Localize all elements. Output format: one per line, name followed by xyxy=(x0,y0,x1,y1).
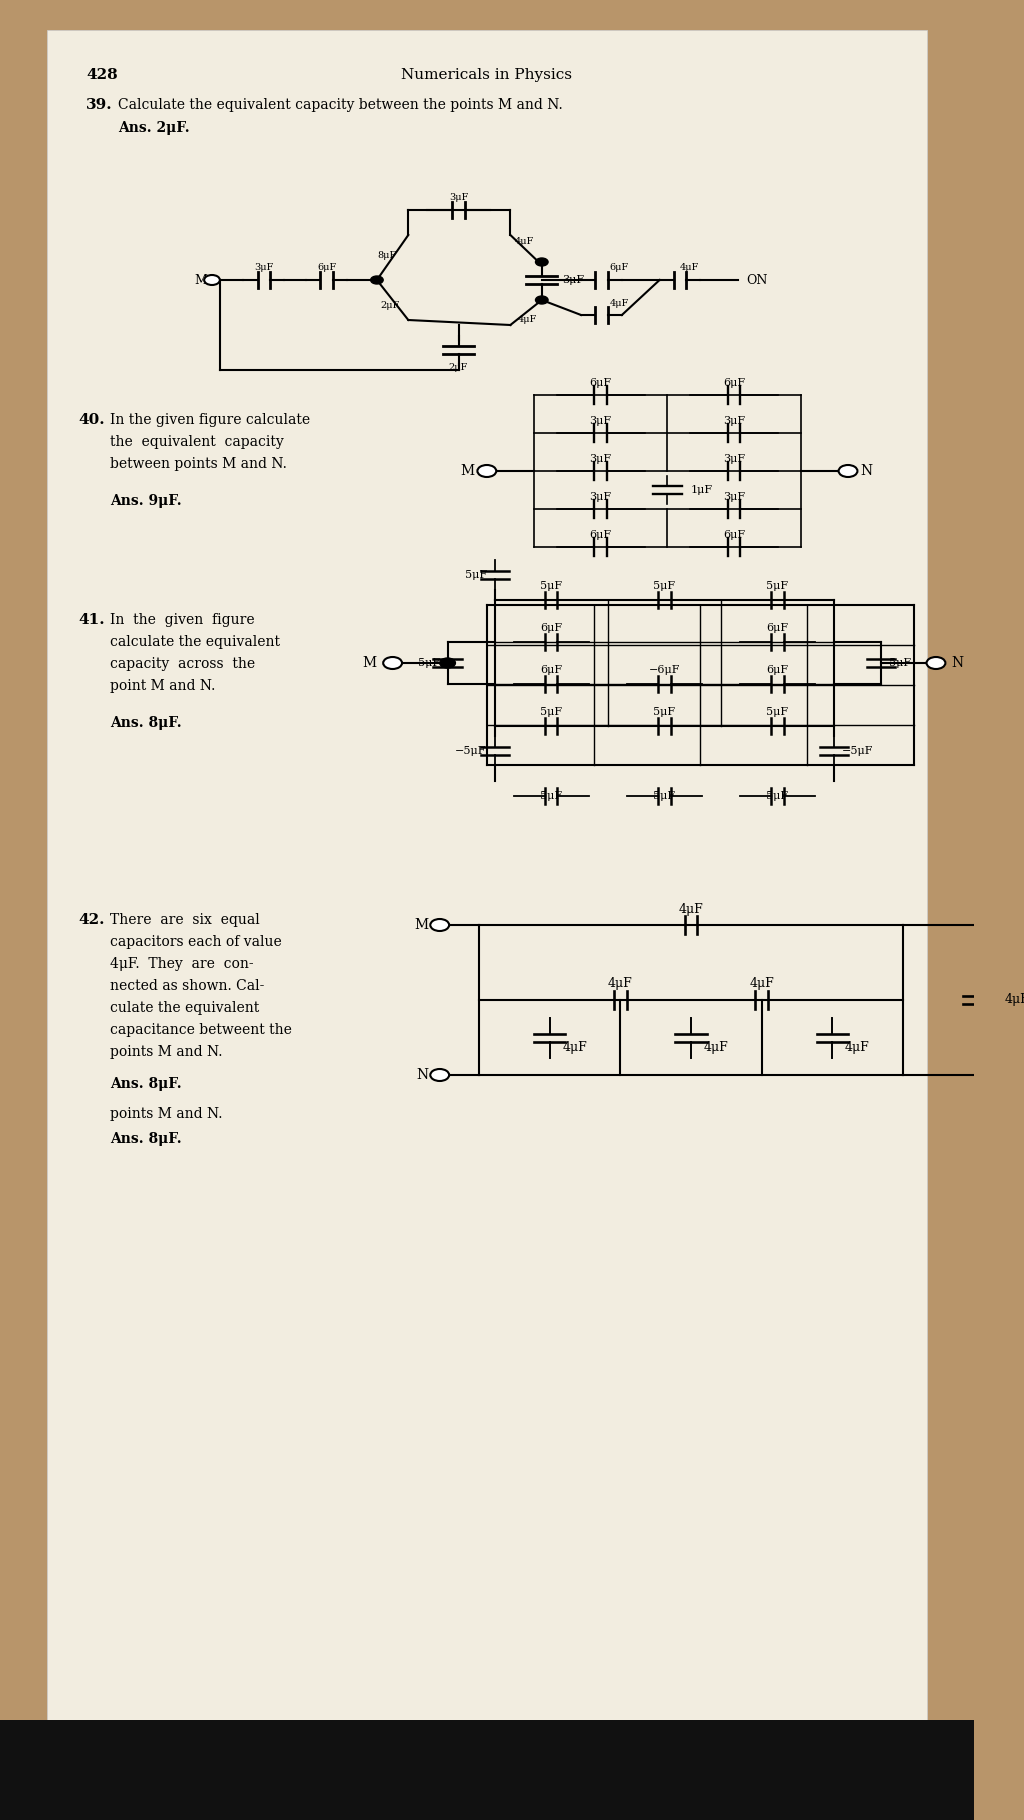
Text: 4μF: 4μF xyxy=(562,1041,587,1054)
Text: 4μF.  They  are  con-: 4μF. They are con- xyxy=(110,957,254,972)
Text: 6μF: 6μF xyxy=(609,264,629,273)
Text: Ans. 2μF.: Ans. 2μF. xyxy=(118,120,189,135)
Text: the  equivalent  capacity: the equivalent capacity xyxy=(110,435,284,450)
Circle shape xyxy=(430,919,450,932)
Text: point M and N.: point M and N. xyxy=(110,679,215,693)
Text: 5μF: 5μF xyxy=(889,659,911,668)
Text: nected as shown. Cal-: nected as shown. Cal- xyxy=(110,979,264,994)
Text: points M and N.: points M and N. xyxy=(110,1045,222,1059)
Text: Numericals in Physics: Numericals in Physics xyxy=(401,67,572,82)
Text: M: M xyxy=(415,917,429,932)
Text: 5μF: 5μF xyxy=(540,792,562,801)
Text: 5μF: 5μF xyxy=(766,792,788,801)
Text: points M and N.: points M and N. xyxy=(110,1107,222,1121)
Text: 6μF: 6μF xyxy=(540,622,562,633)
Text: 42.: 42. xyxy=(79,914,105,926)
Circle shape xyxy=(477,464,497,477)
Text: −5μF: −5μF xyxy=(842,746,873,755)
Text: 3μF: 3μF xyxy=(590,491,611,502)
Text: 4μF: 4μF xyxy=(750,977,774,990)
Text: 2μF: 2μF xyxy=(449,364,468,373)
Text: 3μF: 3μF xyxy=(723,417,745,426)
Text: 41.: 41. xyxy=(79,613,105,628)
Text: 3μF: 3μF xyxy=(254,264,273,273)
Text: 6μF: 6μF xyxy=(723,530,745,541)
Text: N: N xyxy=(860,464,872,479)
Text: 4μF: 4μF xyxy=(608,977,633,990)
Text: 3μF: 3μF xyxy=(562,275,585,286)
Text: culate the equivalent: culate the equivalent xyxy=(110,1001,259,1016)
Text: 5μF: 5μF xyxy=(540,581,562,592)
Text: 5μF: 5μF xyxy=(766,581,788,592)
Text: 5μF: 5μF xyxy=(465,570,486,581)
Text: In the given figure calculate: In the given figure calculate xyxy=(110,413,310,428)
Text: Calculate the equivalent capacity between the points M and N.: Calculate the equivalent capacity betwee… xyxy=(118,98,562,113)
Text: 6μF: 6μF xyxy=(540,664,562,675)
Text: Ans. 8μF.: Ans. 8μF. xyxy=(110,1077,181,1090)
Text: 4μF: 4μF xyxy=(845,1041,869,1054)
Text: M: M xyxy=(195,273,207,286)
Text: 5μF: 5μF xyxy=(418,659,439,668)
Text: 4μF: 4μF xyxy=(703,1041,728,1054)
Text: 5μF: 5μF xyxy=(653,706,676,717)
Circle shape xyxy=(430,1068,450,1081)
Text: 5μF: 5μF xyxy=(653,581,676,592)
Text: There  are  six  equal: There are six equal xyxy=(110,914,260,926)
Text: 3μF: 3μF xyxy=(723,453,745,464)
Text: 40.: 40. xyxy=(79,413,105,428)
Text: 4μF: 4μF xyxy=(679,903,703,915)
Text: In  the  given  figure: In the given figure xyxy=(110,613,255,628)
Text: 6μF: 6μF xyxy=(766,622,788,633)
Text: ON: ON xyxy=(745,273,767,286)
Text: 5μF: 5μF xyxy=(766,706,788,717)
Text: 39.: 39. xyxy=(86,98,113,113)
Text: capacitance betweent the: capacitance betweent the xyxy=(110,1023,292,1037)
Text: 5μF: 5μF xyxy=(653,792,676,801)
Text: 5μF: 5μF xyxy=(540,706,562,717)
Text: 4μF: 4μF xyxy=(515,237,535,246)
Text: −5μF: −5μF xyxy=(456,746,486,755)
Text: −6μF: −6μF xyxy=(648,664,680,675)
Circle shape xyxy=(536,258,548,266)
Text: capacitors each of value: capacitors each of value xyxy=(110,935,282,948)
Text: capacity  across  the: capacity across the xyxy=(110,657,255,672)
Text: 6μF: 6μF xyxy=(590,530,611,541)
Text: 6μF: 6μF xyxy=(317,264,336,273)
Text: M: M xyxy=(460,464,474,479)
Circle shape xyxy=(439,659,456,668)
Text: 4μF: 4μF xyxy=(518,315,538,324)
Text: Ans. 8μF.: Ans. 8μF. xyxy=(110,1132,181,1147)
Text: N: N xyxy=(417,1068,429,1083)
Text: 3μF: 3μF xyxy=(723,491,745,502)
Text: between points M and N.: between points M and N. xyxy=(110,457,287,471)
Circle shape xyxy=(839,464,857,477)
Text: 1μF: 1μF xyxy=(691,484,713,495)
Text: 2μF: 2μF xyxy=(380,300,399,309)
Text: Ans. 8μF.: Ans. 8μF. xyxy=(110,715,181,730)
Text: 6μF: 6μF xyxy=(590,379,611,388)
Text: 4μF: 4μF xyxy=(680,264,699,273)
Text: calculate the equivalent: calculate the equivalent xyxy=(110,635,280,650)
Text: 6μF: 6μF xyxy=(723,379,745,388)
Text: 4μF: 4μF xyxy=(609,298,629,308)
FancyBboxPatch shape xyxy=(47,29,927,1791)
Circle shape xyxy=(204,275,220,286)
Circle shape xyxy=(927,657,945,670)
Text: 3μF: 3μF xyxy=(449,193,468,202)
Text: 3μF: 3μF xyxy=(590,453,611,464)
Text: N: N xyxy=(951,655,964,670)
Text: 3μF: 3μF xyxy=(590,417,611,426)
Circle shape xyxy=(383,657,402,670)
Text: 8μF: 8μF xyxy=(377,251,396,260)
FancyBboxPatch shape xyxy=(0,1720,974,1820)
Circle shape xyxy=(536,297,548,304)
Text: 428: 428 xyxy=(86,67,118,82)
Text: M: M xyxy=(362,655,377,670)
Text: 6μF: 6μF xyxy=(766,664,788,675)
Text: 4μF: 4μF xyxy=(1006,994,1024,1006)
Circle shape xyxy=(371,277,383,284)
Text: Ans. 9μF.: Ans. 9μF. xyxy=(110,493,181,508)
